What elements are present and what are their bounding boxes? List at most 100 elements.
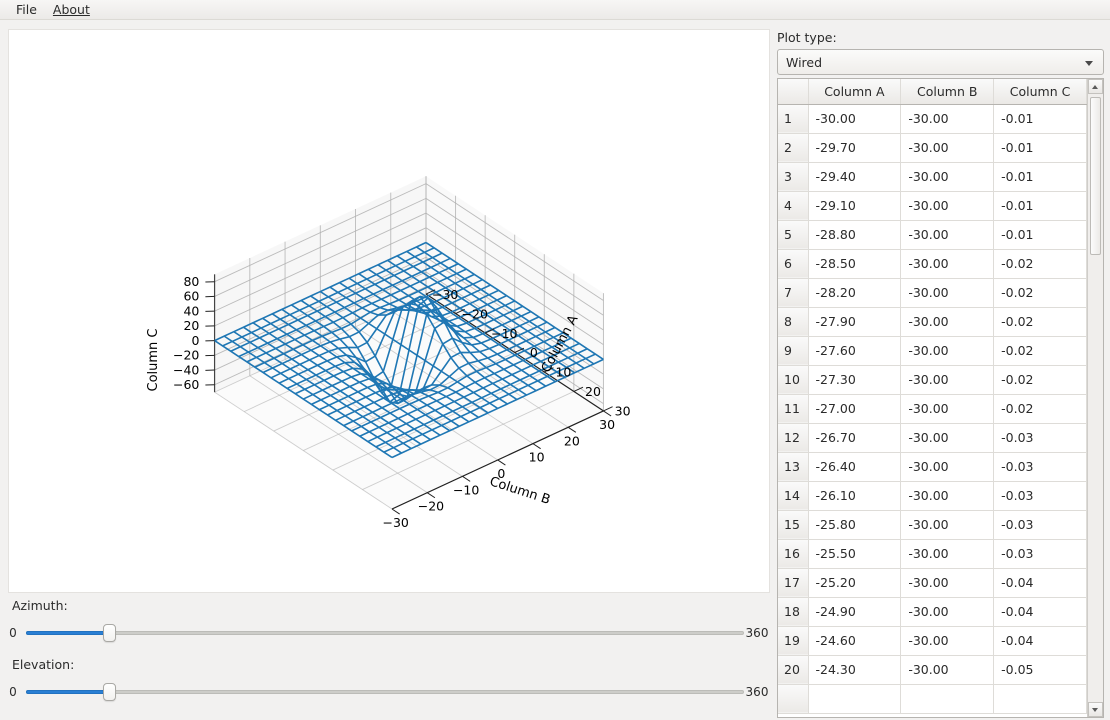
- table-cell-column-b[interactable]: -30.00: [900, 597, 995, 627]
- table-row[interactable]: 2 -29.70 -30.00 -0.01: [778, 133, 1087, 163]
- table-row[interactable]: 16 -25.50 -30.00 -0.03: [778, 539, 1087, 569]
- table-row-number[interactable]: 3: [778, 162, 809, 192]
- table-cell-column-c[interactable]: -0.03: [993, 423, 1087, 453]
- table-cell-column-a[interactable]: -29.70: [808, 133, 902, 163]
- scrollbar-thumb[interactable]: [1090, 97, 1101, 255]
- table-cell-column-a[interactable]: -25.50: [808, 539, 902, 569]
- table-cell-column-a[interactable]: -26.40: [808, 452, 902, 482]
- table-row-number[interactable]: 11: [778, 394, 809, 424]
- table-cell-column-b[interactable]: -30.00: [900, 568, 995, 598]
- table-row[interactable]: 4 -29.10 -30.00 -0.01: [778, 191, 1087, 221]
- table-row[interactable]: 5 -28.80 -30.00 -0.01: [778, 220, 1087, 250]
- table-cell-column-b[interactable]: -30.00: [900, 104, 995, 134]
- table-cell-column-c[interactable]: -0.01: [993, 191, 1087, 221]
- table-row-number[interactable]: 10: [778, 365, 809, 395]
- table-row-number[interactable]: 6: [778, 249, 809, 279]
- table-row-number[interactable]: 18: [778, 597, 809, 627]
- table-cell-column-c[interactable]: -0.02: [993, 394, 1087, 424]
- table-cell-column-a[interactable]: -24.90: [808, 597, 902, 627]
- plot-type-select[interactable]: Wired: [777, 49, 1104, 75]
- table-row-number[interactable]: 4: [778, 191, 809, 221]
- table-cell-column-c[interactable]: -0.04: [993, 568, 1087, 598]
- table-cell-column-c[interactable]: -0.02: [993, 278, 1087, 308]
- table-cell-column-a[interactable]: -29.40: [808, 162, 902, 192]
- table-cell-column-c[interactable]: -0.02: [993, 336, 1087, 366]
- table-cell-column-a[interactable]: -25.80: [808, 510, 902, 540]
- table-cell-column-c[interactable]: -0.03: [993, 452, 1087, 482]
- table-cell-column-a[interactable]: -24.30: [808, 655, 902, 685]
- table-row[interactable]: 13 -26.40 -30.00 -0.03: [778, 452, 1087, 482]
- table-cell-column-b[interactable]: -30.00: [900, 626, 995, 656]
- table-cell-column-b[interactable]: -30.00: [900, 481, 995, 511]
- table-cell-column-b[interactable]: -30.00: [900, 423, 995, 453]
- menu-item-file[interactable]: File: [8, 1, 45, 19]
- table-row-number[interactable]: 8: [778, 307, 809, 337]
- table-cell-column-a[interactable]: -24.60: [808, 626, 902, 656]
- table-cell-column-a[interactable]: -28.20: [808, 278, 902, 308]
- table-row-number[interactable]: [778, 684, 809, 714]
- scroll-down-icon[interactable]: [1088, 702, 1103, 717]
- table-row-number[interactable]: 9: [778, 336, 809, 366]
- table-row-number[interactable]: 20: [778, 655, 809, 685]
- table-cell-column-b[interactable]: -30.00: [900, 452, 995, 482]
- table-cell-column-a[interactable]: -26.70: [808, 423, 902, 453]
- table-cell-column-b[interactable]: -30.00: [900, 278, 995, 308]
- table-row[interactable]: 17 -25.20 -30.00 -0.04: [778, 568, 1087, 598]
- table-row[interactable]: 11 -27.00 -30.00 -0.02: [778, 394, 1087, 424]
- table-cell-column-a[interactable]: -27.30: [808, 365, 902, 395]
- table-row-number[interactable]: 2: [778, 133, 809, 163]
- table-row[interactable]: 8 -27.90 -30.00 -0.02: [778, 307, 1087, 337]
- table-cell-column-b[interactable]: -30.00: [900, 249, 995, 279]
- table-corner-header[interactable]: [778, 79, 809, 105]
- table-cell-column-a[interactable]: -28.50: [808, 249, 902, 279]
- table-row[interactable]: 6 -28.50 -30.00 -0.02: [778, 249, 1087, 279]
- table-row-number[interactable]: 19: [778, 626, 809, 656]
- table-cell-column-c[interactable]: [993, 684, 1087, 714]
- table-cell-column-b[interactable]: -30.00: [900, 220, 995, 250]
- table-row[interactable]: 3 -29.40 -30.00 -0.01: [778, 162, 1087, 192]
- table-header-column-b[interactable]: Column B: [900, 79, 995, 105]
- table-cell-column-c[interactable]: -0.02: [993, 249, 1087, 279]
- table-cell-column-b[interactable]: -30.00: [900, 510, 995, 540]
- table-row-number[interactable]: 17: [778, 568, 809, 598]
- table-cell-column-a[interactable]: -25.20: [808, 568, 902, 598]
- table-cell-column-b[interactable]: -30.00: [900, 191, 995, 221]
- table-row[interactable]: 7 -28.20 -30.00 -0.02: [778, 278, 1087, 308]
- menu-item-about[interactable]: About: [45, 1, 98, 19]
- table-cell-column-a[interactable]: -29.10: [808, 191, 902, 221]
- table-row-number[interactable]: 7: [778, 278, 809, 308]
- table-row-number[interactable]: 12: [778, 423, 809, 453]
- table-cell-column-b[interactable]: -30.00: [900, 307, 995, 337]
- table-cell-column-a[interactable]: [808, 684, 902, 714]
- table-row[interactable]: 18 -24.90 -30.00 -0.04: [778, 597, 1087, 627]
- azimuth-slider[interactable]: [26, 624, 744, 642]
- data-table-scrollarea[interactable]: Column A Column B Column C 1 -30.00 -30.00…: [778, 79, 1087, 717]
- table-cell-column-b[interactable]: -30.00: [900, 365, 995, 395]
- table-vertical-scrollbar[interactable]: [1087, 79, 1103, 717]
- table-row-number[interactable]: 16: [778, 539, 809, 569]
- table-row[interactable]: 10 -27.30 -30.00 -0.02: [778, 365, 1087, 395]
- elevation-slider-handle[interactable]: [102, 683, 116, 701]
- table-cell-column-b[interactable]: -30.00: [900, 655, 995, 685]
- table-cell-column-b[interactable]: -30.00: [900, 133, 995, 163]
- azimuth-slider-handle[interactable]: [102, 624, 116, 642]
- table-row-number[interactable]: 5: [778, 220, 809, 250]
- table-row-number[interactable]: 13: [778, 452, 809, 482]
- table-cell-column-b[interactable]: -30.00: [900, 539, 995, 569]
- table-cell-column-c[interactable]: -0.03: [993, 510, 1087, 540]
- table-header-column-a[interactable]: Column A: [808, 79, 902, 105]
- table-cell-column-b[interactable]: -30.00: [900, 162, 995, 192]
- elevation-slider[interactable]: [26, 683, 744, 701]
- table-cell-column-c[interactable]: -0.05: [993, 655, 1087, 685]
- azimuth-slider-track[interactable]: [26, 631, 744, 635]
- table-row-number[interactable]: 14: [778, 481, 809, 511]
- table-cell-column-c[interactable]: -0.01: [993, 104, 1087, 134]
- scroll-up-icon[interactable]: [1088, 79, 1103, 94]
- table-row[interactable]: 1 -30.00 -30.00 -0.01: [778, 104, 1087, 134]
- table-cell-column-b[interactable]: [900, 684, 995, 714]
- table-cell-column-c[interactable]: -0.02: [993, 307, 1087, 337]
- table-cell-column-c[interactable]: -0.02: [993, 365, 1087, 395]
- table-cell-column-c[interactable]: -0.01: [993, 133, 1087, 163]
- table-cell-column-b[interactable]: -30.00: [900, 394, 995, 424]
- table-cell-column-a[interactable]: -30.00: [808, 104, 902, 134]
